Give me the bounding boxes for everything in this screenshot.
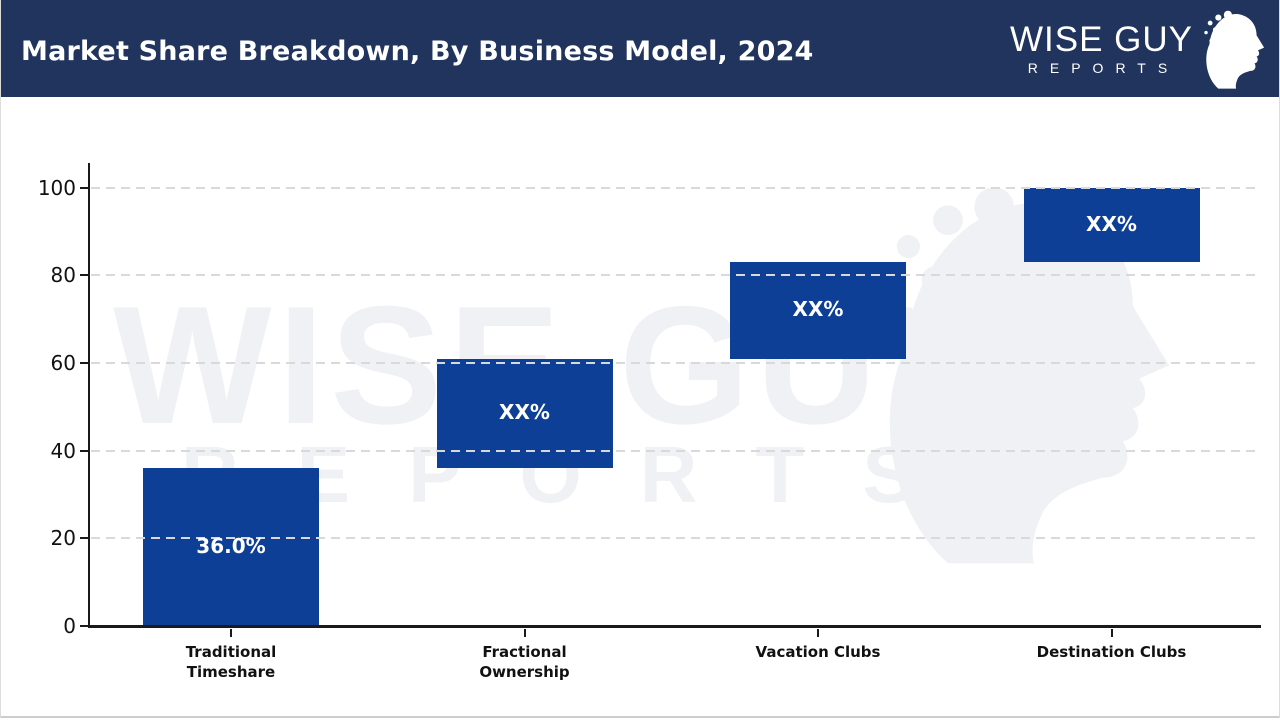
bar-2: [730, 262, 906, 359]
bar-value-label-0: 36.0%: [196, 534, 266, 559]
x-category-label-1: Fractional Ownership: [405, 642, 645, 683]
y-tick-20: [80, 537, 88, 540]
x-category-label-0: Traditional Timeshare: [111, 642, 351, 683]
x-category-line: Destination Clubs: [1036, 643, 1187, 661]
logo-wordmark: WISE GUY REPORTS: [1010, 22, 1193, 76]
x-category-label-3: Destination Clubs: [992, 642, 1232, 662]
logo-title: WISE GUY: [1009, 20, 1193, 59]
bar-value-label-1: XX%: [499, 400, 550, 425]
x-category-line: Ownership: [479, 663, 570, 682]
bar-value-label-3: XX%: [1086, 211, 1137, 236]
bar-0: [143, 468, 319, 626]
gridline-60: [91, 361, 1257, 364]
gridline-40: [91, 449, 1257, 452]
wiseguy-logo: WISE GUY REPORTS: [1009, 6, 1273, 92]
y-tick-0: [80, 625, 88, 627]
logo-head-icon: [1204, 10, 1265, 89]
y-tick-label-100: 100: [37, 175, 76, 200]
header-bar: Market Share Breakdown, By Business Mode…: [1, 0, 1279, 97]
y-tick-80: [80, 274, 88, 277]
gridline-80: [91, 274, 1257, 277]
x-category-line: Vacation Clubs: [755, 643, 881, 661]
bottom-border: [1, 716, 1279, 718]
logo-subtitle: REPORTS: [1027, 60, 1180, 76]
watermark-head-icon: [880, 187, 1170, 564]
x-category-label-2: Vacation Clubs: [698, 642, 938, 662]
x-category-line: Traditional: [185, 643, 277, 661]
y-tick-40: [80, 449, 88, 452]
y-tick-60: [80, 361, 88, 364]
gridline-100: [91, 186, 1257, 189]
page-title: Market Share Breakdown, By Business Mode…: [21, 36, 814, 67]
y-axis-line: [88, 163, 90, 627]
y-tick-label-20: 20: [50, 526, 76, 551]
y-tick-label-0: 0: [63, 614, 76, 638]
x-axis-line: [88, 625, 1261, 628]
y-tick-label-60: 60: [50, 350, 76, 375]
chart-area: WISE GUY REPORTS 0 20 40 60 80 100 36.0% Tradit…: [1, 97, 1279, 716]
bar-value-label-2: XX%: [792, 297, 844, 322]
x-tick-0: [230, 629, 232, 637]
y-tick-label-80: 80: [50, 263, 76, 288]
x-category-line: Fractional: [482, 643, 567, 661]
x-tick-2: [817, 629, 819, 637]
gridline-20: [91, 537, 1257, 540]
x-tick-1: [523, 629, 526, 637]
y-tick-100: [80, 186, 88, 189]
x-tick-3: [1110, 629, 1113, 637]
x-category-line: Timeshare: [186, 663, 276, 682]
y-tick-label-40: 40: [50, 438, 76, 463]
bar-3: [1023, 187, 1200, 263]
